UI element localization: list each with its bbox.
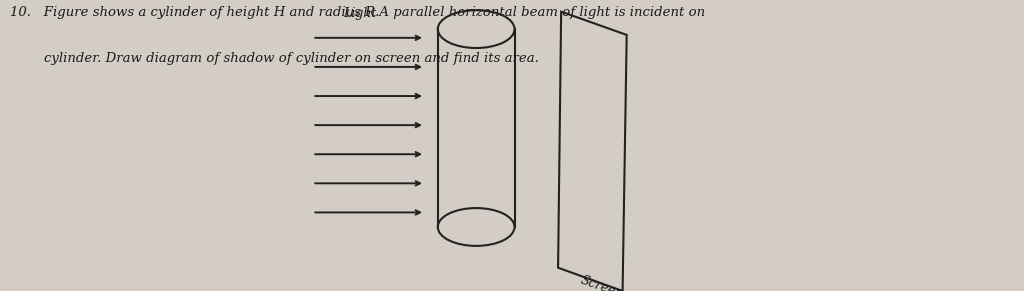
Text: Screen: Screen [579, 274, 625, 291]
Text: 10.   Figure shows a cylinder of height H and radius R.A parallel horizontal bea: 10. Figure shows a cylinder of height H … [10, 6, 706, 19]
Text: cylinder. Draw diagram of shadow of cylinder on screen and find its area.: cylinder. Draw diagram of shadow of cyli… [10, 52, 539, 65]
Text: Light: Light [343, 7, 376, 20]
